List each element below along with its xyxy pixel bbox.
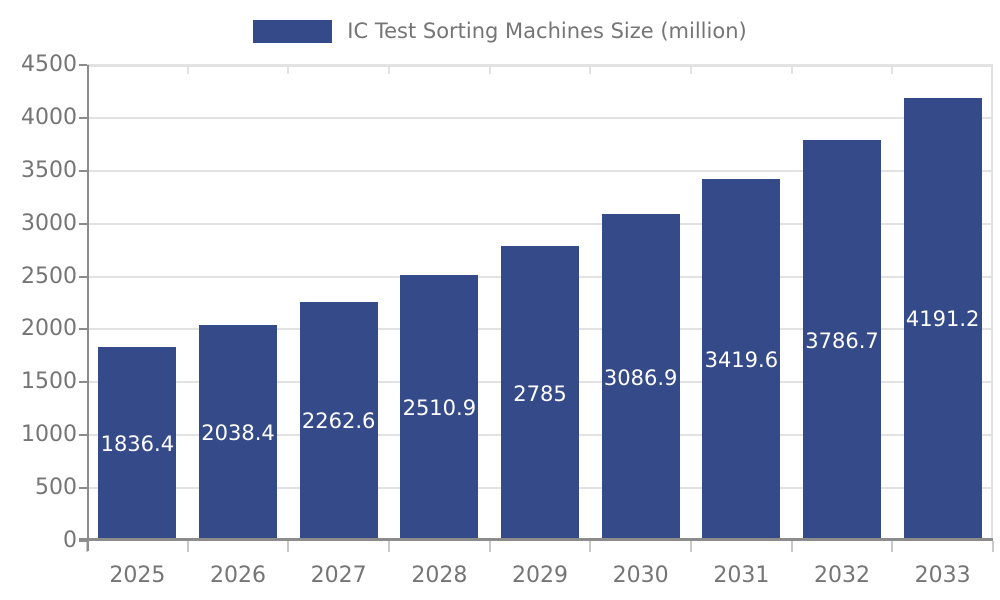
bar-value-label: 2262.6 [301, 409, 376, 434]
x-tick-label: 2028 [411, 563, 468, 588]
y-tick-label: 2500 [21, 263, 77, 289]
x-axis-tick [287, 541, 290, 552]
y-tick-label: 500 [35, 475, 77, 501]
y-axis-tick [79, 381, 87, 384]
top-border-tick [186, 65, 189, 74]
top-border-tick [387, 65, 390, 74]
bar-value-label: 1836.4 [100, 431, 175, 456]
y-axis-tick [79, 116, 87, 119]
legend-swatch [253, 19, 333, 43]
bar-2028[interactable]: 2510.9 [400, 275, 479, 541]
bar-2032[interactable]: 3786.7 [802, 140, 881, 541]
bar-value-label: 3786.7 [805, 328, 879, 353]
x-tick-label: 2032 [813, 563, 870, 588]
y-axis-tick [79, 222, 87, 225]
x-tick-label: 2027 [310, 563, 367, 588]
gridline [87, 64, 993, 66]
y-tick-label: 2000 [21, 316, 77, 342]
top-border-tick [287, 65, 290, 74]
y-tick-label: 1500 [21, 369, 77, 395]
gridline [87, 116, 993, 119]
y-tick-label: 3000 [21, 210, 77, 236]
bar-2026[interactable]: 2038.4 [198, 325, 277, 541]
bar-2031[interactable]: 3419.6 [702, 179, 781, 541]
top-border-tick [689, 65, 692, 74]
y-tick-label: 4500 [21, 52, 77, 77]
y-axis-line [87, 65, 89, 551]
x-axis-tick [689, 541, 692, 552]
x-tick-label: 2031 [713, 563, 770, 588]
legend-label: IC Test Sorting Machines Size (million) [347, 19, 747, 43]
x-axis-tick [387, 541, 390, 552]
y-axis-tick [79, 64, 87, 66]
top-border-tick [891, 65, 894, 74]
bar-value-label: 3086.9 [603, 365, 678, 390]
y-tick-label: 0 [63, 528, 77, 553]
plot-area: 1836.4 2038.4 2262.6 2510.9 2785 3086.9 3419.6… [79, 64, 994, 552]
bar-value-label: 4191.2 [905, 307, 980, 332]
y-axis-tick [79, 487, 87, 490]
bar-2033[interactable]: 4191.2 [903, 97, 982, 541]
y-tick-label: 1000 [21, 422, 77, 448]
top-border-tick [488, 65, 491, 74]
y-axis-tick [79, 275, 87, 278]
y-axis-tick [79, 434, 87, 437]
x-axis-tick [992, 541, 994, 552]
bar-value-label: 2510.9 [402, 396, 477, 421]
bar-2027[interactable]: 2262.6 [299, 301, 378, 541]
x-axis-tick [186, 541, 189, 552]
y-axis-tick [79, 328, 87, 331]
plot-border-right [991, 65, 993, 541]
x-axis-tick [589, 541, 592, 552]
x-axis-tick [790, 541, 793, 552]
y-axis-tick [79, 540, 87, 542]
top-border-tick [790, 65, 793, 74]
bar-value-label: 2038.4 [201, 421, 275, 446]
x-axis-line [79, 538, 993, 541]
x-tick-label: 2030 [612, 563, 669, 588]
x-tick-label: 2029 [511, 563, 568, 588]
x-tick-label: 2033 [914, 563, 971, 588]
top-border-tick [589, 65, 592, 74]
x-axis-tick [891, 541, 894, 552]
legend[interactable]: IC Test Sorting Machines Size (million) [0, 19, 1000, 43]
bar-2029[interactable]: 2785 [500, 246, 579, 541]
bar-value-label: 3419.6 [704, 348, 779, 373]
bar-2030[interactable]: 3086.9 [601, 214, 680, 541]
bar-value-label: 2785 [513, 381, 567, 406]
y-tick-label: 4000 [21, 104, 77, 130]
y-axis-tick [79, 169, 87, 172]
x-tick-label: 2026 [209, 563, 266, 588]
y-tick-label: 3500 [21, 157, 77, 183]
bar-2025[interactable]: 1836.4 [98, 346, 177, 541]
plot-border-top [87, 65, 993, 67]
x-axis-tick [488, 541, 491, 552]
x-tick-label: 2025 [109, 563, 166, 588]
gridline [87, 222, 993, 225]
gridline [87, 169, 993, 172]
